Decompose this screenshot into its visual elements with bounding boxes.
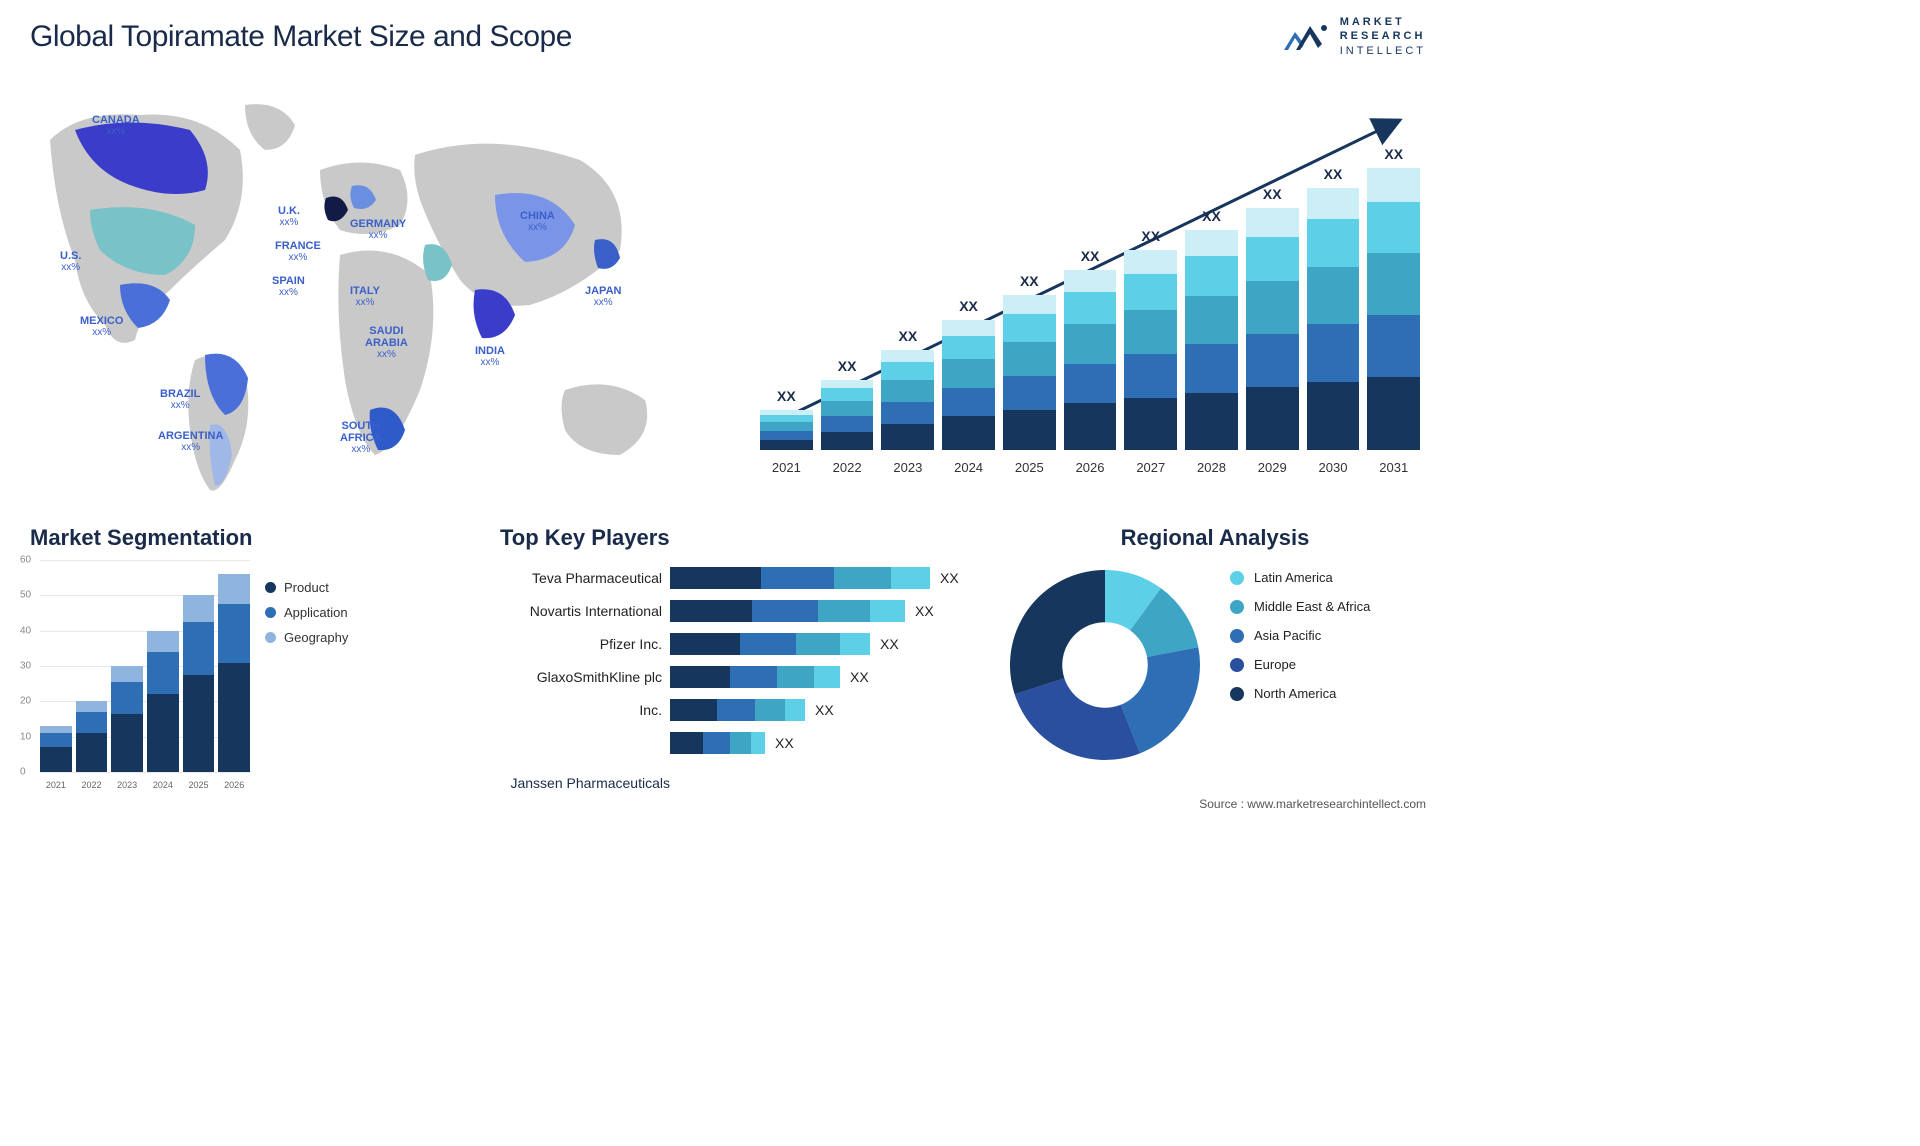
regional-title: Regional Analysis: [1000, 525, 1430, 551]
seg-bar: [183, 595, 215, 772]
kp-row: Pfizer Inc. XX: [500, 631, 970, 657]
kp-value: XX: [880, 636, 899, 652]
seg-bar: [40, 726, 72, 772]
segmentation-title: Market Segmentation: [30, 525, 430, 551]
regional-legend: Latin America Middle East & Africa Asia Pa…: [1230, 570, 1370, 715]
map-label: JAPANxx%: [585, 285, 621, 308]
growth-bar-label: XX: [1367, 146, 1420, 162]
growth-xlabel: 2027: [1124, 460, 1177, 475]
growth-xlabel: 2024: [942, 460, 995, 475]
map-label: CHINAxx%: [520, 210, 555, 233]
growth-bar: XX: [1003, 295, 1056, 450]
kp-name: GlaxoSmithKline plc: [500, 669, 670, 685]
growth-bar-label: XX: [1003, 273, 1056, 289]
map-label: BRAZILxx%: [160, 388, 200, 411]
growth-bar: XX: [1185, 230, 1238, 450]
growth-bar: XX: [1367, 168, 1420, 450]
keyplayers-lastname: Janssen Pharmaceuticals: [500, 775, 670, 791]
growth-xlabel: 2030: [1307, 460, 1360, 475]
map-label: GERMANYxx%: [350, 218, 406, 241]
kp-row: XX: [500, 730, 970, 756]
growth-bar: XX: [942, 320, 995, 450]
world-map: CANADAxx% U.S.xx% MEXICOxx% BRAZILxx% ARGENT…: [20, 90, 700, 500]
logo: MARKET RESEARCH INTELLECT: [1282, 15, 1426, 58]
growth-bar-label: XX: [942, 298, 995, 314]
growth-xlabel: 2023: [881, 460, 934, 475]
kp-row: Novartis International XX: [500, 598, 970, 624]
map-label: ITALYxx%: [350, 285, 380, 308]
logo-line2: RESEARCH: [1340, 29, 1426, 43]
seg-legend-item: Geography: [265, 630, 348, 645]
kp-value: XX: [850, 669, 869, 685]
logo-line1: MARKET: [1340, 15, 1426, 29]
keyplayers-chart: Teva PharmaceuticalXXNovartis Internatio…: [500, 565, 970, 763]
growth-bar: XX: [1307, 188, 1360, 450]
map-label: MEXICOxx%: [80, 315, 123, 338]
kp-row: Inc. XX: [500, 697, 970, 723]
seg-bar: [147, 631, 179, 772]
map-label: U.K.xx%: [278, 205, 300, 228]
map-label: U.S.xx%: [60, 250, 81, 273]
kp-name: Pfizer Inc.: [500, 636, 670, 652]
growth-bar: XX: [1246, 208, 1299, 450]
regional-legend-item: Asia Pacific: [1230, 628, 1370, 643]
regional-legend-item: North America: [1230, 686, 1370, 701]
growth-xlabel: 2028: [1185, 460, 1238, 475]
seg-bar: [76, 701, 108, 772]
growth-bar-label: XX: [821, 358, 874, 374]
regional-donut: [1000, 560, 1210, 770]
logo-icon: [1282, 16, 1330, 56]
page-title: Global Topiramate Market Size and Scope: [30, 20, 572, 54]
keyplayers-title: Top Key Players: [500, 525, 980, 551]
growth-xlabel: 2025: [1003, 460, 1056, 475]
source-text: Source : www.marketresearchintellect.com: [1199, 797, 1426, 811]
growth-bar-label: XX: [1124, 228, 1177, 244]
map-label: ARGENTINAxx%: [158, 430, 223, 453]
regional-legend-item: Europe: [1230, 657, 1370, 672]
growth-xlabel: 2029: [1246, 460, 1299, 475]
donut-slice: [1015, 678, 1140, 760]
growth-bar: XX: [881, 350, 934, 450]
growth-bar: XX: [821, 380, 874, 450]
kp-row: Teva Pharmaceutical XX: [500, 565, 970, 591]
growth-bar-label: XX: [760, 388, 813, 404]
kp-name: Novartis International: [500, 603, 670, 619]
logo-line3: INTELLECT: [1340, 44, 1426, 58]
segmentation-legend: Product Application Geography: [265, 580, 348, 655]
growth-bar: XX: [1124, 250, 1177, 450]
regional-legend-item: Middle East & Africa: [1230, 599, 1370, 614]
growth-bar: XX: [760, 410, 813, 450]
segmentation-chart: 0102030405060 202120222023202420252026: [20, 560, 250, 790]
map-label: SAUDIARABIAxx%: [365, 325, 408, 360]
growth-xlabel: 2022: [821, 460, 874, 475]
growth-bar-label: XX: [1185, 208, 1238, 224]
growth-bar-label: XX: [1246, 186, 1299, 202]
seg-legend-item: Application: [265, 605, 348, 620]
kp-value: XX: [915, 603, 934, 619]
kp-value: XX: [940, 570, 959, 586]
seg-legend-item: Product: [265, 580, 348, 595]
map-label: SOUTHAFRICAxx%: [340, 420, 382, 455]
growth-xlabel: 2021: [760, 460, 813, 475]
map-label: INDIAxx%: [475, 345, 505, 368]
kp-row: GlaxoSmithKline plc XX: [500, 664, 970, 690]
regional-legend-item: Latin America: [1230, 570, 1370, 585]
growth-xlabel: 2026: [1064, 460, 1117, 475]
growth-bar-label: XX: [1064, 248, 1117, 264]
growth-bar-label: XX: [881, 328, 934, 344]
growth-xlabel: 2031: [1367, 460, 1420, 475]
map-label: CANADAxx%: [92, 114, 140, 137]
seg-bar: [218, 574, 250, 772]
seg-bar: [111, 666, 143, 772]
growth-bar: XX: [1064, 270, 1117, 450]
kp-value: XX: [775, 735, 794, 751]
kp-name: Teva Pharmaceutical: [500, 570, 670, 586]
kp-value: XX: [815, 702, 834, 718]
growth-bar-label: XX: [1307, 166, 1360, 182]
donut-slice: [1010, 570, 1105, 694]
growth-chart: XXXXXXXXXXXXXXXXXXXXXX 20212022202320242…: [740, 100, 1420, 480]
map-label: SPAINxx%: [272, 275, 305, 298]
map-label: FRANCExx%: [275, 240, 321, 263]
kp-name: Inc.: [500, 702, 670, 718]
